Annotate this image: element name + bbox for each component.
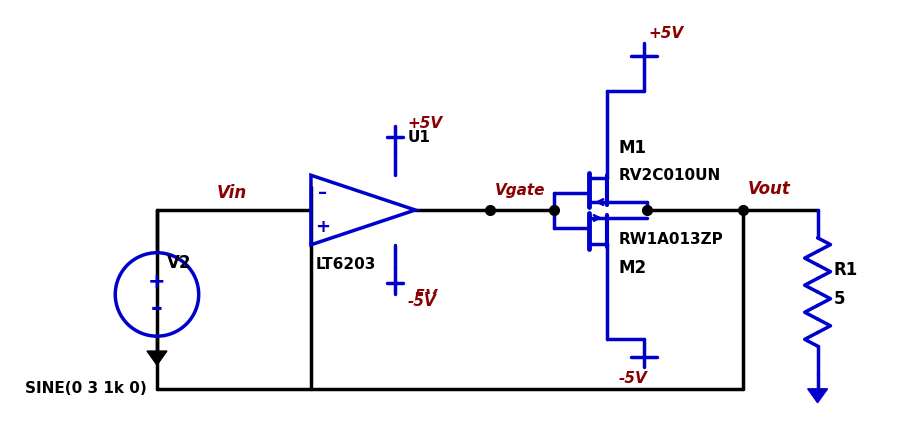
Text: -5V: -5V — [408, 294, 436, 309]
Polygon shape — [808, 389, 827, 403]
Text: RW1A013ZP: RW1A013ZP — [619, 232, 723, 247]
Text: SINE(0 3 1k 0): SINE(0 3 1k 0) — [25, 381, 147, 396]
Text: -5V: -5V — [619, 371, 648, 386]
Text: R1: R1 — [834, 261, 858, 279]
Text: Vin: Vin — [217, 184, 247, 202]
Polygon shape — [147, 351, 167, 365]
Text: 5: 5 — [834, 290, 845, 309]
Text: +: + — [316, 218, 330, 236]
Text: +5V: +5V — [408, 116, 442, 131]
Text: –5V: –5V — [408, 289, 438, 304]
Text: RV2C010UN: RV2C010UN — [619, 168, 721, 183]
Text: Vout: Vout — [748, 180, 791, 198]
Text: +5V: +5V — [649, 26, 683, 41]
Text: –: – — [151, 296, 163, 320]
Text: M1: M1 — [619, 139, 647, 157]
Text: +: + — [148, 272, 166, 291]
Text: M2: M2 — [619, 258, 647, 277]
Text: LT6203: LT6203 — [316, 257, 377, 272]
Text: Vgate: Vgate — [495, 183, 545, 198]
Text: –: – — [318, 184, 328, 202]
Text: U1: U1 — [408, 130, 430, 145]
Text: V2: V2 — [167, 254, 191, 272]
Text: -5V: -5V — [408, 293, 436, 307]
